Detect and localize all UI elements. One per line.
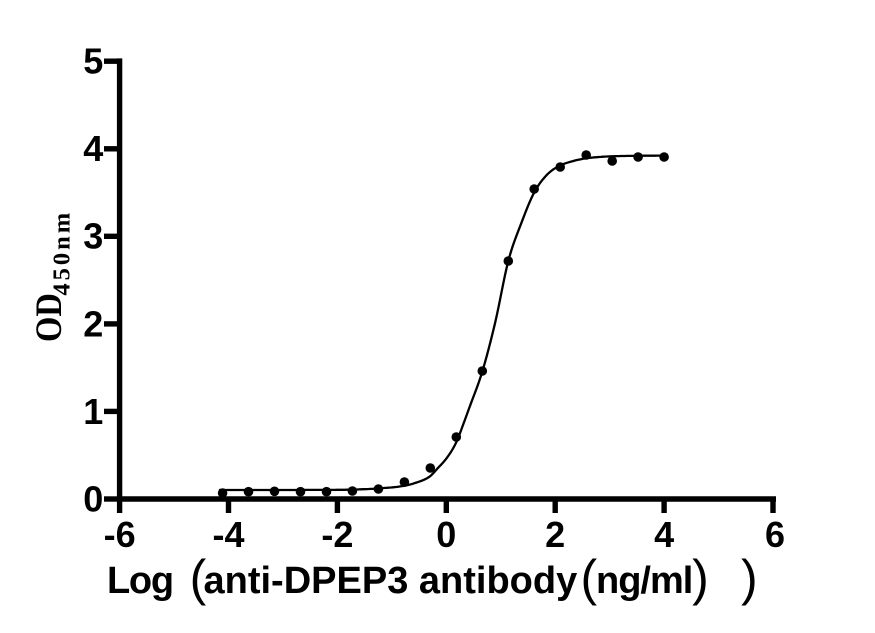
svg-text:3: 3 <box>83 216 103 257</box>
svg-text:0: 0 <box>83 478 103 519</box>
svg-text:OD: OD <box>28 293 69 342</box>
svg-text:2: 2 <box>545 514 565 555</box>
svg-text:0: 0 <box>436 514 456 555</box>
svg-text:4: 4 <box>83 128 103 169</box>
svg-text:5: 5 <box>83 41 103 82</box>
svg-text:2: 2 <box>83 303 103 344</box>
svg-text:-2: -2 <box>321 514 353 555</box>
svg-text:-4: -4 <box>212 514 244 555</box>
svg-text:450nm: 450nm <box>49 210 76 296</box>
svg-text:4: 4 <box>654 514 674 555</box>
svg-text:1: 1 <box>83 391 103 432</box>
svg-text:-6: -6 <box>104 514 136 555</box>
svg-text:Log(anti-DPEP3 antibody(ng/ml): Log (anti-DPEP3 antibody(ng/ml)) <box>107 550 758 606</box>
svg-text:6: 6 <box>765 514 785 555</box>
